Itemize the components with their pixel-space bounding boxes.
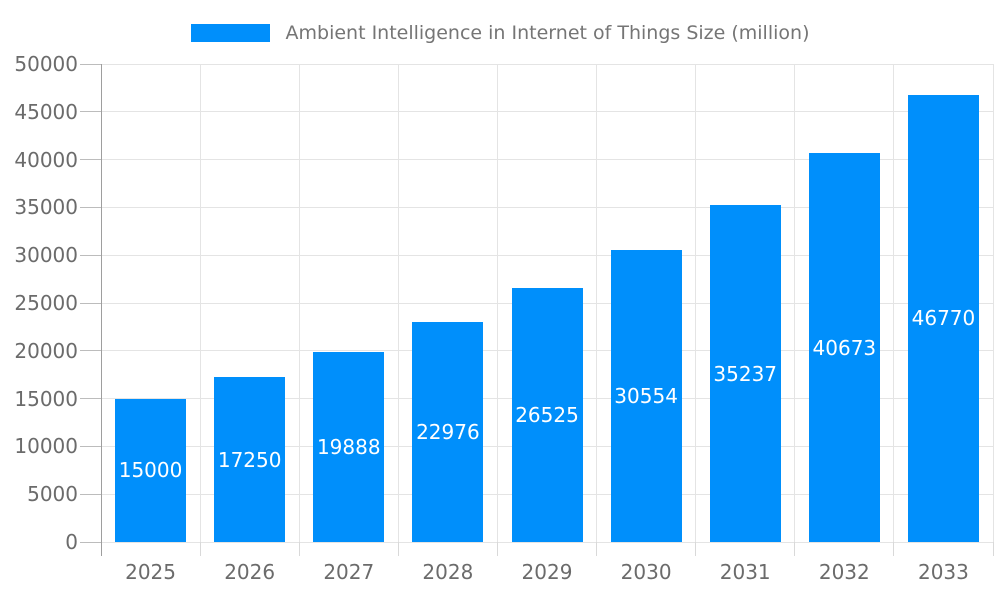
y-axis-tick [80, 254, 101, 256]
legend-swatch [190, 24, 270, 42]
y-axis-tick [80, 398, 101, 400]
legend-item[interactable]: Ambient Intelligence in Internet of Thin… [190, 22, 810, 44]
gridline-h [101, 206, 993, 208]
bar[interactable] [511, 288, 583, 542]
gridline-v [298, 64, 300, 542]
gridline-v [496, 64, 498, 542]
y-axis-tick [80, 445, 101, 447]
gridline-v [199, 64, 201, 542]
bar[interactable] [313, 351, 385, 542]
gridline-h [101, 254, 993, 256]
y-axis-label: 5000 [27, 482, 78, 507]
y-axis-label: 20000 [14, 338, 78, 363]
gridline-v [695, 64, 697, 542]
y-axis-tick [80, 541, 101, 543]
y-axis-label: 10000 [14, 434, 78, 459]
bar[interactable] [214, 377, 286, 542]
x-axis-tick [893, 542, 895, 556]
bar[interactable] [808, 153, 880, 542]
gridline-v [893, 64, 895, 542]
x-axis-tick [496, 542, 498, 556]
y-axis-tick [80, 350, 101, 352]
gridline-v [992, 64, 994, 542]
y-axis-label: 40000 [14, 147, 78, 172]
x-axis-tick [397, 542, 399, 556]
y-axis-label: 0 [65, 530, 78, 554]
legend: Ambient Intelligence in Internet of Thin… [0, 22, 1000, 44]
y-axis-line [100, 64, 102, 556]
gridline-v [794, 64, 796, 542]
y-axis-label: 30000 [14, 243, 78, 268]
x-axis-tick [199, 542, 201, 556]
x-axis-label: 2025 [125, 560, 176, 584]
y-axis-tick [80, 206, 101, 208]
bar[interactable] [907, 94, 979, 542]
gridline-v [596, 64, 598, 542]
y-axis-label: 45000 [14, 99, 78, 124]
x-axis-tick [695, 542, 697, 556]
y-axis-tick [80, 159, 101, 161]
bar[interactable] [709, 205, 781, 542]
x-axis-label: 2030 [620, 560, 672, 584]
x-axis-tick [596, 542, 598, 556]
x-axis-label: 2033 [917, 560, 969, 584]
gridline-v [397, 64, 399, 542]
x-axis-tick [992, 542, 994, 556]
x-axis-tick [298, 542, 300, 556]
gridline-h [101, 159, 993, 161]
bar[interactable] [412, 322, 484, 542]
y-axis-label: 25000 [14, 291, 78, 315]
y-axis-label: 15000 [14, 386, 78, 411]
y-axis-label: 50000 [14, 52, 78, 76]
y-axis-tick [80, 493, 101, 495]
y-axis-tick [80, 302, 101, 304]
y-axis-tick [80, 63, 101, 65]
x-axis-tick [794, 542, 796, 556]
x-axis-label: 2027 [323, 560, 375, 584]
gridline-h [101, 541, 993, 543]
x-axis-label: 2032 [818, 560, 870, 584]
gridline-h [101, 63, 993, 65]
x-axis-label: 2031 [719, 560, 771, 584]
legend-label: Ambient Intelligence in Internet of Thin… [285, 22, 810, 44]
x-axis-label: 2026 [224, 560, 276, 584]
y-axis-label: 35000 [14, 195, 78, 220]
bar[interactable] [610, 249, 682, 542]
x-axis-label: 2028 [422, 560, 474, 584]
x-axis-label: 2029 [521, 560, 573, 584]
bar[interactable] [115, 398, 187, 542]
gridline-h [101, 111, 993, 113]
y-axis-tick [80, 111, 101, 113]
